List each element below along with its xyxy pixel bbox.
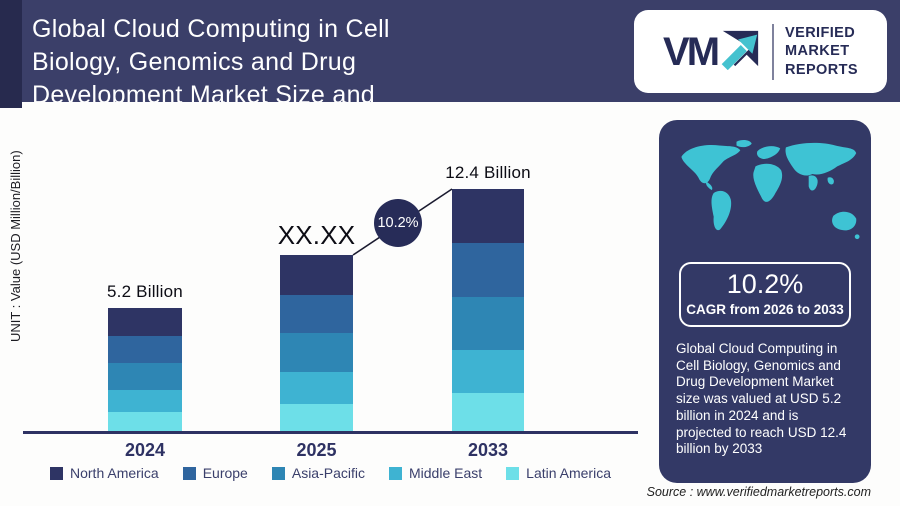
bar-2025 <box>280 255 353 431</box>
legend-swatch-icon <box>506 466 520 480</box>
bar-2024-segment-europe <box>108 335 182 363</box>
world-map-icon <box>670 132 860 254</box>
cagr-value: 10.2% <box>726 269 804 299</box>
x-axis-line <box>23 431 638 434</box>
legend-item-middle-east: Middle East <box>389 465 482 481</box>
bar-2024-segment-asia-pacific <box>108 362 182 390</box>
cagr-badge-value: 10.2% <box>377 215 419 231</box>
summary-panel: 10.2% CAGR from 2026 to 2033 Global Clou… <box>659 120 871 483</box>
bar-2033 <box>452 189 524 431</box>
bar-2033-segment-latin-america <box>452 393 524 431</box>
legend-item-europe: Europe <box>182 465 248 481</box>
chart-legend: North America Europe Asia-Pacific Middle Ea… <box>50 465 611 481</box>
legend-label: Europe <box>202 465 248 481</box>
title-line-2: Biology, Genomics and Drug <box>32 48 357 76</box>
legend-label: Latin America <box>526 465 611 481</box>
market-summary-text: Global Cloud Computing in Cell Biology, … <box>676 341 847 457</box>
legend-item-latin-america: Latin America <box>506 465 611 481</box>
legend-swatch-icon <box>271 466 285 480</box>
logo-divider <box>772 23 775 80</box>
page-title: Global Cloud Computing in Cell Biology, … <box>32 13 592 102</box>
legend-label: Middle East <box>409 465 483 481</box>
legend-label: North America <box>70 465 159 481</box>
logo-word-verified: VERIFIED <box>785 24 856 41</box>
bar-2025-segment-asia-pacific <box>280 333 353 373</box>
bar-2033-segment-middle-east <box>452 349 524 394</box>
bar-2025-segment-latin-america <box>280 403 353 431</box>
bar-2025-segment-middle-east <box>280 372 353 404</box>
vmr-logo: VM VERIFIED MARKET REPORTS <box>634 10 887 93</box>
bar-2033-segment-north-america <box>452 189 524 244</box>
bar-2033-segment-asia-pacific <box>452 296 524 350</box>
y-axis-label: UNIT : Value (USD Million/Billion) <box>8 150 23 342</box>
legend-item-north-america: North America <box>50 465 159 481</box>
cagr-caption: CAGR from 2026 to 2033 <box>686 302 844 317</box>
source-link[interactable]: Source : www.verifiedmarketreports.com <box>646 485 871 499</box>
bar-2024-segment-middle-east <box>108 389 182 412</box>
bar-2024 <box>108 308 182 431</box>
legend-label: Asia-Pacific <box>291 465 365 481</box>
legend-swatch-icon <box>389 466 402 480</box>
x-tick-2025: 2025 <box>296 440 337 460</box>
bar-2024-segment-latin-america <box>108 411 182 431</box>
bar-value-label-2024: 5.2 Billion <box>107 282 183 301</box>
x-tick-2024: 2024 <box>124 440 166 460</box>
title-line-1: Global Cloud Computing in Cell <box>32 15 390 43</box>
vmr-logo-wordmark: VERIFIED MARKET REPORTS <box>785 24 858 80</box>
logo-word-market: MARKET <box>785 43 850 60</box>
cagr-badge-circle: 10.2% <box>374 199 422 247</box>
bar-value-label-2025: XX.XX <box>277 220 356 250</box>
logo-word-reports: REPORTS <box>785 61 858 78</box>
bar-2024-segment-north-america <box>108 308 182 336</box>
legend-swatch-icon <box>182 466 196 480</box>
vmr-logo-mark: VM <box>663 28 761 75</box>
vmr-arrow-icon <box>717 28 761 75</box>
bar-value-label-2033: 12.4 Billion <box>445 163 531 182</box>
bar-2033-segment-europe <box>452 243 524 297</box>
bar-2025-segment-europe <box>280 294 353 334</box>
vmr-logo-vm-text: VM <box>663 29 720 74</box>
legend-swatch-icon <box>50 466 63 480</box>
left-accent-strip <box>0 0 22 108</box>
bar-2025-segment-north-america <box>280 255 353 295</box>
cagr-box: 10.2% CAGR from 2026 to 2033 <box>679 262 851 327</box>
x-tick-2033: 2033 <box>467 440 509 460</box>
title-line-3: Development Market Size and <box>32 81 375 102</box>
legend-item-asia-pacific: Asia-Pacific <box>271 465 365 481</box>
